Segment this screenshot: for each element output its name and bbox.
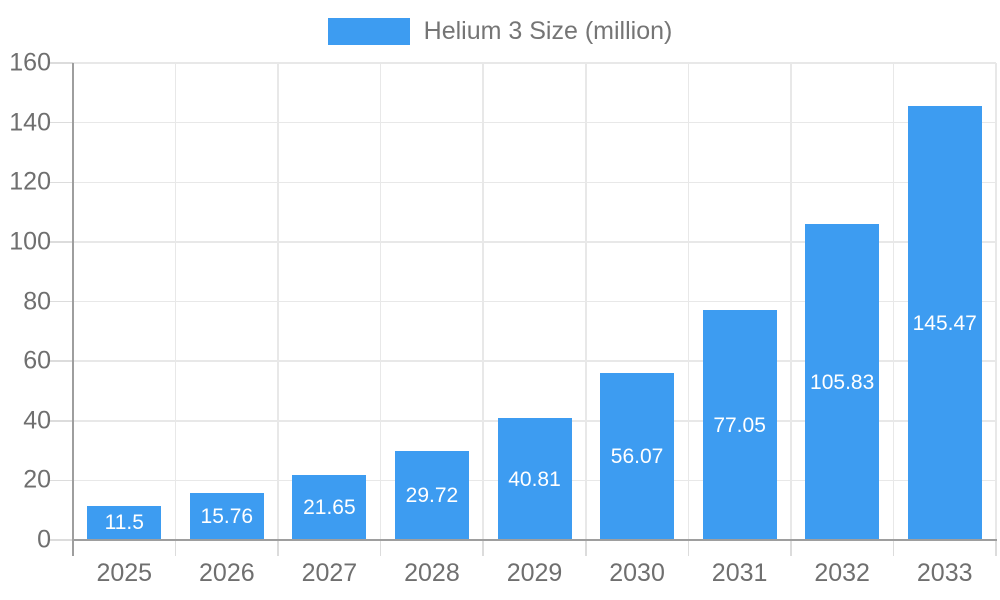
x-axis-label-2027: 2027 [301, 559, 358, 587]
bar-2027[interactable]: 21.65 [292, 475, 367, 540]
x-axis-label-2026: 2026 [199, 559, 255, 587]
bar-value-label: 21.65 [303, 496, 356, 520]
gridline-vertical [687, 63, 690, 540]
x-axis-tick [379, 541, 382, 556]
y-axis-label: 120 [9, 167, 51, 196]
x-axis-line [72, 539, 997, 541]
x-axis-tick [892, 541, 895, 556]
y-axis-label: 100 [9, 227, 51, 256]
x-axis-tick [482, 541, 484, 556]
bar-2028[interactable]: 29.72 [394, 451, 469, 540]
y-axis-label: 60 [23, 346, 51, 375]
bar-2026[interactable]: 15.76 [189, 493, 264, 540]
x-axis-tick [687, 541, 690, 556]
gridline-horizontal [73, 62, 996, 64]
y-axis-tick [50, 241, 73, 243]
bar-value-label: 29.72 [405, 484, 459, 508]
y-axis-tick [50, 121, 73, 124]
bar-2025[interactable]: 11.5 [87, 505, 162, 540]
gridline-vertical [892, 63, 895, 540]
x-axis-tick [995, 541, 997, 556]
y-axis-label: 20 [23, 465, 51, 494]
bar-value-label: 40.81 [508, 467, 561, 491]
bar-value-label: 105.83 [810, 370, 875, 394]
y-axis-tick [50, 360, 73, 362]
gridline-horizontal [73, 300, 996, 303]
gridline-vertical [277, 63, 279, 540]
x-axis-label-2031: 2031 [711, 559, 768, 587]
bar-2031[interactable]: 77.05 [702, 310, 777, 540]
legend-label: Helium 3 Size (million) [423, 16, 673, 45]
x-axis-tick [174, 541, 177, 556]
gridline-horizontal [73, 241, 996, 243]
x-axis-label-2028: 2028 [404, 559, 460, 587]
x-axis-label-2033: 2033 [916, 559, 973, 587]
y-axis-tick [50, 420, 73, 422]
gridline-horizontal [73, 360, 996, 362]
gridline-vertical [379, 63, 382, 540]
bar-value-label: 11.5 [104, 511, 144, 535]
bar-value-label: 77.05 [713, 413, 766, 437]
y-axis-tick [50, 300, 73, 303]
gridline-horizontal [73, 181, 996, 183]
gridline-vertical [585, 63, 587, 540]
y-axis-tick [50, 62, 73, 64]
bar-value-label: 15.76 [200, 504, 254, 528]
bar-2032[interactable]: 105.83 [805, 224, 880, 540]
bar-2030[interactable]: 56.07 [600, 372, 675, 540]
y-axis-tick [50, 181, 73, 183]
bar-2029[interactable]: 40.81 [497, 418, 572, 540]
y-axis-line [72, 63, 74, 556]
y-axis-tick [50, 479, 73, 482]
gridline-horizontal [73, 121, 996, 124]
legend[interactable]: Helium 3 Size (million) [0, 13, 1000, 49]
y-axis-label: 160 [9, 48, 51, 77]
bar-value-label: 145.47 [912, 311, 977, 335]
y-axis-label: 40 [23, 406, 51, 435]
legend-swatch [327, 17, 410, 45]
x-axis-label-2025: 2025 [96, 559, 153, 587]
x-axis-label-2029: 2029 [506, 559, 563, 587]
y-axis-label: 140 [9, 108, 51, 137]
x-axis-tick [585, 541, 587, 556]
bar-2033[interactable]: 145.47 [907, 106, 982, 540]
x-axis-label-2030: 2030 [609, 559, 665, 587]
y-axis-label: 0 [37, 525, 51, 554]
gridline-vertical [790, 63, 792, 540]
x-axis-tick [790, 541, 792, 556]
bar-value-label: 56.07 [610, 444, 664, 468]
y-axis-tick [50, 539, 73, 541]
gridline-vertical [995, 63, 997, 540]
gridline-vertical [174, 63, 177, 540]
gridline-vertical [482, 63, 484, 540]
x-axis-label-2032: 2032 [814, 559, 870, 587]
y-axis-label: 80 [23, 287, 51, 315]
x-axis-tick [277, 541, 279, 556]
